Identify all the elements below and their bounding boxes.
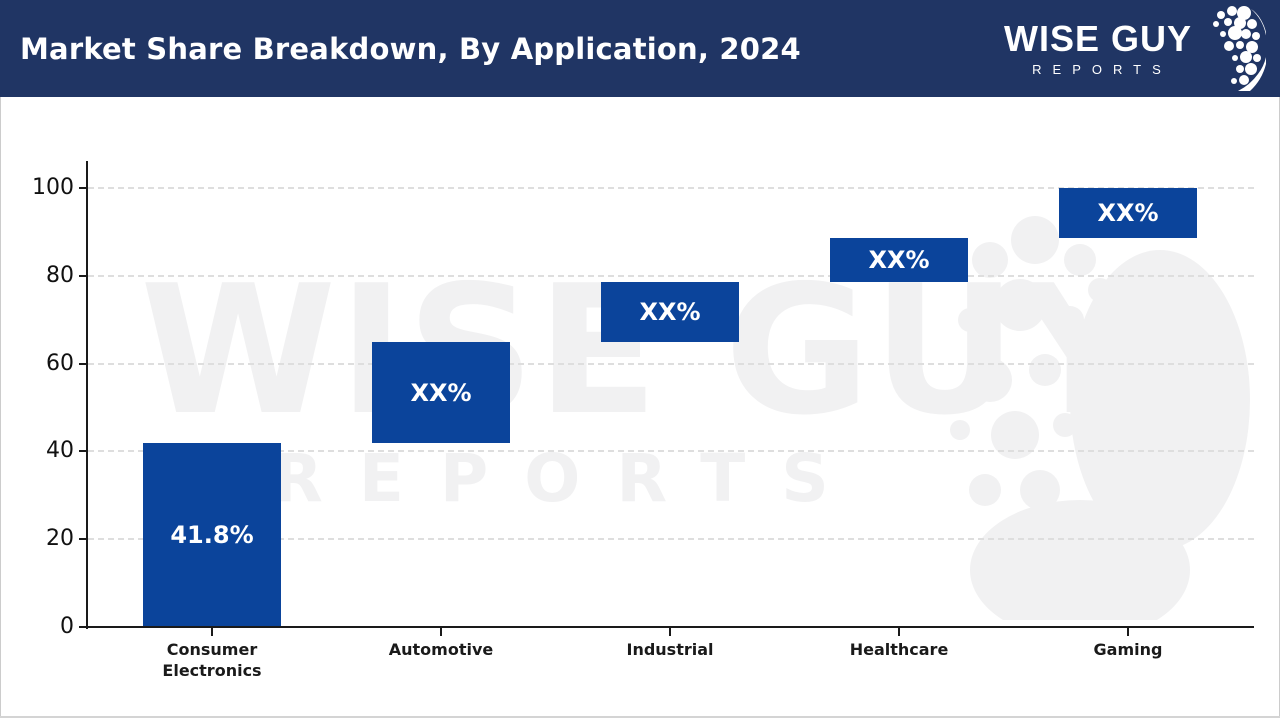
y-tick-mark [79, 362, 88, 365]
x-tick-mark [1127, 628, 1129, 636]
page-border-bottom [0, 716, 1280, 718]
page-title: Market Share Breakdown, By Application, … [20, 31, 801, 66]
page-border-left [0, 97, 1, 716]
watermark-reports-text: REPORTS [272, 440, 865, 517]
bar-value-label: XX% [1097, 199, 1159, 228]
x-tick-mark [898, 628, 900, 636]
y-gridline [88, 362, 1254, 365]
y-tick-mark [79, 626, 88, 628]
logo-reports-label: REPORTS [1032, 61, 1172, 77]
x-category-label: Automotive [388, 640, 494, 659]
logo-head-icon [1213, 5, 1266, 91]
x-tick-mark [440, 628, 442, 636]
y-tick-label: 80 [46, 262, 74, 288]
y-tick-label: 100 [32, 175, 74, 200]
y-gridline [88, 450, 1254, 453]
bar-healthcare: XX% [830, 238, 968, 283]
bar-automotive: XX% [372, 341, 510, 444]
x-category-label: Consumer Electronics [162, 640, 262, 680]
logo-text: WISE GUY REPORTS [1003, 17, 1192, 77]
y-gridline [88, 274, 1254, 277]
y-tick-label: 0 [60, 614, 74, 639]
x-tick-mark [669, 628, 671, 636]
x-tick-mark [211, 628, 213, 636]
y-gridline [88, 538, 1254, 541]
x-axis [86, 626, 1254, 628]
bar-gaming: XX% [1059, 188, 1197, 239]
bar-value-label: 41.8% [170, 521, 254, 550]
bar-value-label: XX% [868, 246, 930, 275]
logo-wiseguy-label: WISE GUY [1003, 17, 1192, 59]
watermark-head-icon [950, 216, 1250, 620]
wiseguy-logo: WISE GUY REPORTS [1003, 5, 1266, 92]
y-axis [86, 161, 88, 629]
x-category-label: Industrial [626, 640, 714, 659]
bar-consumer-electronics: 41.8% [143, 443, 281, 627]
y-tick-label: 20 [46, 526, 74, 552]
y-tick-mark [79, 450, 88, 453]
report-header: Market Share Breakdown, By Application, … [0, 0, 1280, 97]
y-tick-mark [79, 274, 88, 277]
y-tick-mark [79, 187, 88, 189]
x-category-label: Healthcare [849, 640, 949, 659]
y-tick-mark [79, 538, 88, 541]
y-tick-label: 60 [46, 350, 74, 376]
bar-value-label: XX% [410, 378, 472, 407]
x-category-label: Gaming [1093, 640, 1163, 659]
y-tick-label: 40 [46, 438, 74, 464]
bar-value-label: XX% [639, 298, 701, 326]
bar-industrial: XX% [601, 282, 739, 342]
y-gridline [88, 187, 1254, 189]
